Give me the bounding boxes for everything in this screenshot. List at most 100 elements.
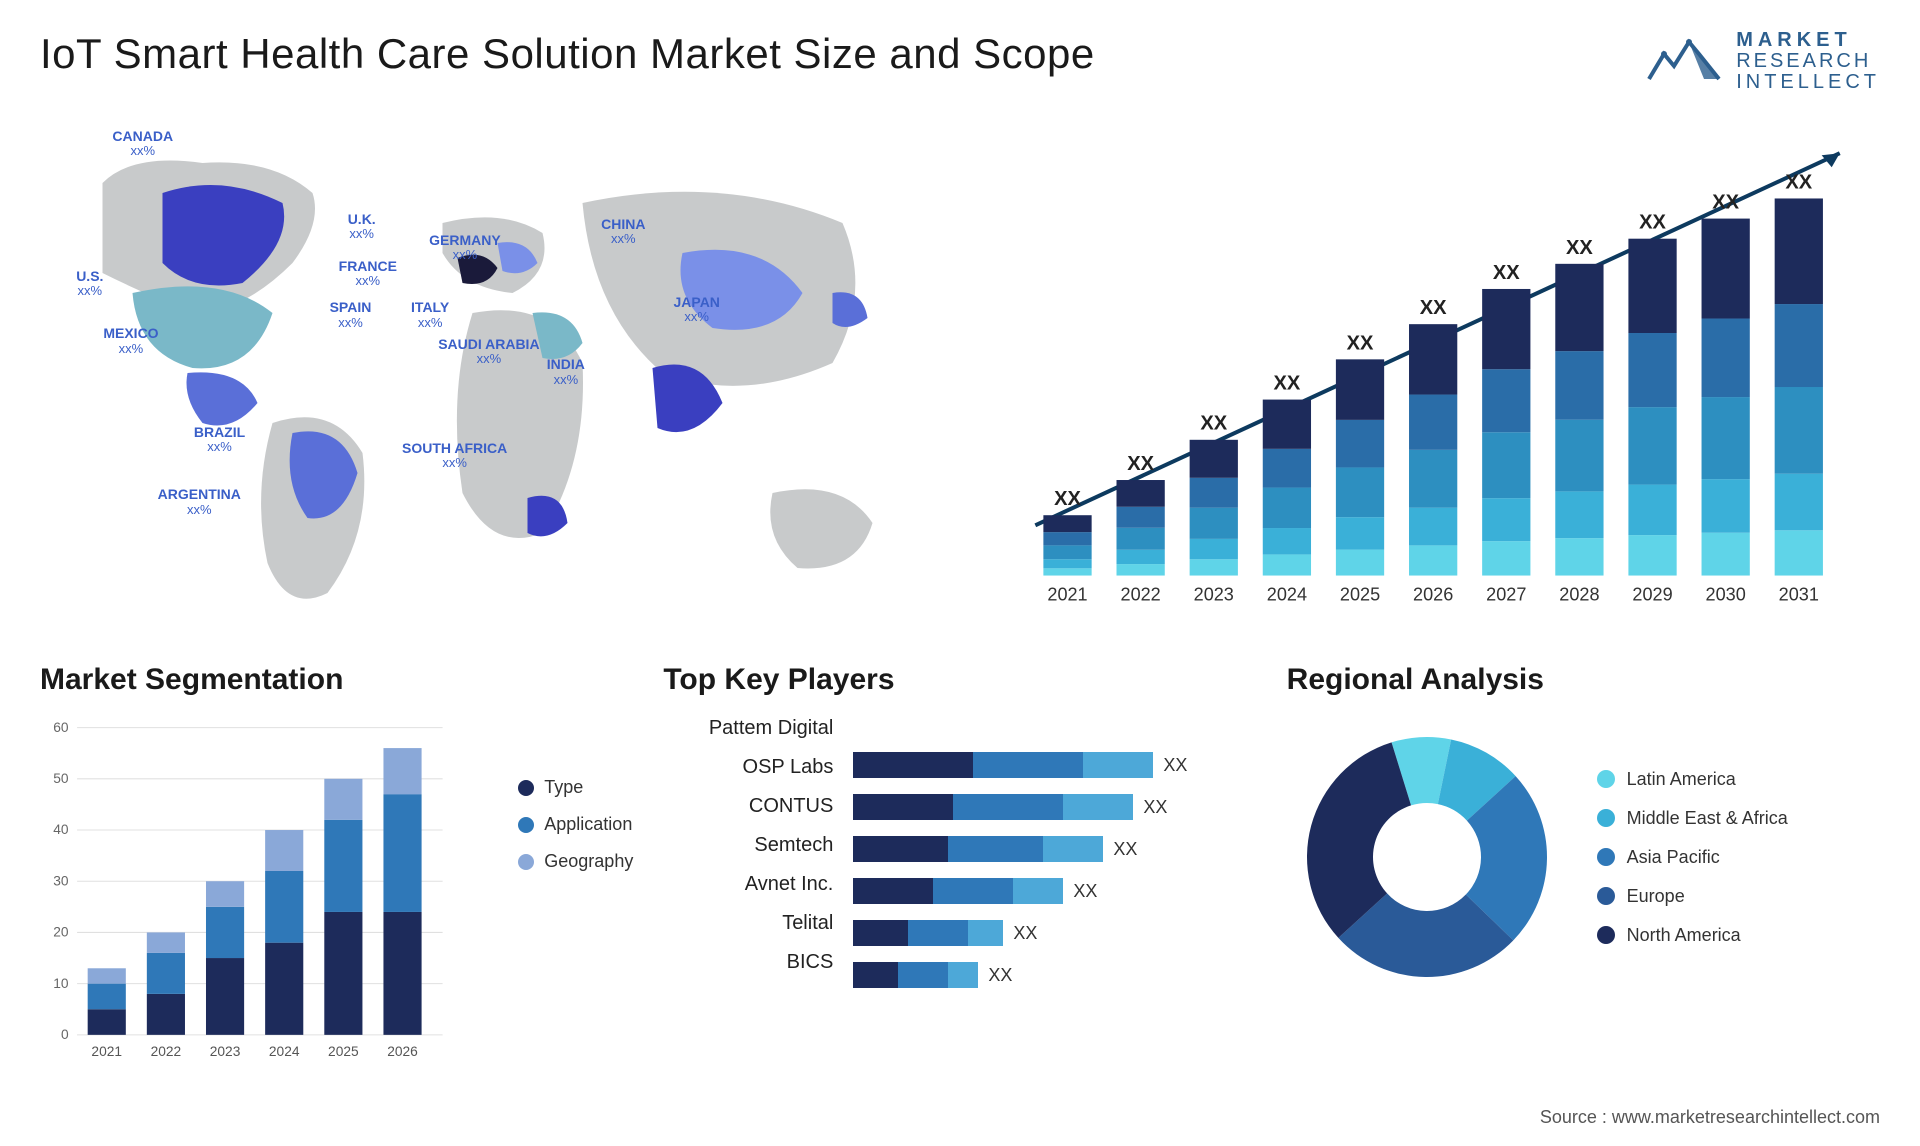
keyplayer-bar-seg (853, 962, 898, 988)
keyplayer-bar-seg (853, 752, 973, 778)
regional-chart: Latin AmericaMiddle East & AfricaAsia Pa… (1287, 717, 1880, 997)
keyplayers-bars: XXXXXXXXXXXX (853, 717, 1256, 988)
seg-bar (88, 1009, 126, 1035)
logo-line-3: INTELLECT (1736, 72, 1880, 93)
seg-bar (147, 932, 185, 952)
forecast-top-label: XX (1566, 237, 1593, 259)
keyplayer-name: Telital (663, 912, 833, 935)
map-label-saudiarabia: SAUDI ARABIAxx% (438, 337, 539, 367)
keyplayer-name: Pattem Digital (663, 717, 833, 740)
seg-legend-item: Application (518, 814, 633, 835)
logo-icon (1644, 34, 1724, 89)
world-map-svg (40, 113, 945, 633)
keyplayer-bar-row: XX (853, 878, 1256, 904)
donut-legend-item: North America (1597, 925, 1788, 946)
segmentation-chart: 0102030405060202120222023202420252026 Ty… (40, 717, 633, 1057)
svg-text:2021: 2021 (91, 1044, 122, 1059)
forecast-bar-seg (1043, 532, 1091, 545)
forecast-top-label: XX (1347, 332, 1374, 354)
keyplayer-bar-seg (853, 878, 933, 904)
keyplayer-bar-seg (853, 836, 948, 862)
map-label-italy: ITALYxx% (411, 300, 449, 330)
forecast-top-label: XX (1127, 453, 1154, 475)
map-label-mexico: MEXICOxx% (103, 326, 158, 356)
segmentation-panel: Market Segmentation 01020304050602021202… (40, 663, 633, 1093)
svg-text:30: 30 (53, 873, 69, 888)
forecast-bar-seg (1482, 541, 1530, 575)
forecast-bar-seg (1555, 538, 1603, 575)
keyplayer-bar-row: XX (853, 752, 1256, 778)
svg-text:2022: 2022 (151, 1044, 182, 1059)
forecast-top-label: XX (1785, 171, 1812, 193)
keyplayer-value: XX (1163, 755, 1187, 776)
map-label-germany: GERMANYxx% (429, 233, 501, 263)
forecast-bar-seg (1555, 264, 1603, 351)
seg-bar (206, 881, 244, 907)
forecast-bar-seg (1702, 479, 1750, 533)
seg-bar (324, 779, 362, 820)
keyplayer-bar-seg (968, 920, 1003, 946)
map-label-india: INDIAxx% (547, 357, 585, 387)
forecast-bar-seg (1190, 440, 1238, 478)
forecast-year-label: 2026 (1413, 585, 1453, 605)
svg-text:2023: 2023 (210, 1044, 241, 1059)
keyplayer-bar-seg (948, 962, 978, 988)
forecast-bar-svg: 2021XX2022XX2023XX2024XX2025XX2026XX2027… (975, 113, 1880, 636)
forecast-bar-seg (1775, 474, 1823, 531)
svg-text:50: 50 (53, 771, 69, 786)
forecast-year-label: 2022 (1121, 585, 1161, 605)
keyplayer-bar-seg (948, 836, 1043, 862)
forecast-bar-seg (1555, 420, 1603, 492)
keyplayer-bar-seg (1063, 794, 1133, 820)
forecast-bar-seg (1336, 550, 1384, 576)
logo-text: MARKET RESEARCH INTELLECT (1736, 30, 1880, 93)
forecast-bar-seg (1043, 568, 1091, 575)
forecast-bar-seg (1336, 467, 1384, 517)
brand-logo: MARKET RESEARCH INTELLECT (1644, 30, 1880, 93)
forecast-top-label: XX (1493, 262, 1520, 284)
seg-legend-item: Geography (518, 851, 633, 872)
forecast-year-label: 2021 (1047, 585, 1087, 605)
keyplayer-bar-seg (1043, 836, 1103, 862)
forecast-year-label: 2028 (1559, 585, 1599, 605)
seg-bar (383, 794, 421, 912)
keyplayers-panel: Top Key Players Pattem DigitalOSP LabsCO… (663, 663, 1256, 1093)
segmentation-legend: TypeApplicationGeography (518, 777, 633, 888)
forecast-bar-seg (1409, 545, 1457, 575)
world-map-panel: CANADAxx%U.S.xx%MEXICOxx%BRAZILxx%ARGENT… (40, 113, 945, 633)
forecast-bar-seg (1409, 324, 1457, 394)
forecast-bar-seg (1263, 400, 1311, 449)
svg-text:2024: 2024 (269, 1044, 300, 1059)
map-label-canada: CANADAxx% (112, 129, 173, 159)
keyplayer-bar-row: XX (853, 920, 1256, 946)
forecast-bar-seg (1409, 508, 1457, 546)
seg-bar (383, 748, 421, 794)
seg-bar (265, 830, 303, 871)
forecast-bar-seg (1775, 530, 1823, 575)
keyplayer-bar-row: XX (853, 962, 1256, 988)
forecast-bar-seg (1628, 407, 1676, 484)
seg-bar (88, 968, 126, 983)
svg-text:2026: 2026 (387, 1044, 418, 1059)
forecast-bar-seg (1702, 533, 1750, 576)
forecast-bar-seg (1482, 432, 1530, 498)
keyplayer-name: Avnet Inc. (663, 873, 833, 896)
keyplayer-name: OSP Labs (663, 756, 833, 779)
page-title: IoT Smart Health Care Solution Market Si… (40, 30, 1095, 78)
forecast-year-label: 2024 (1267, 585, 1307, 605)
forecast-year-label: 2027 (1486, 585, 1526, 605)
keyplayer-value: XX (988, 965, 1012, 986)
keyplayer-bar-seg (1013, 878, 1063, 904)
keyplayer-value: XX (1073, 881, 1097, 902)
logo-line-1: MARKET (1736, 30, 1880, 51)
donut-legend: Latin AmericaMiddle East & AfricaAsia Pa… (1597, 769, 1788, 946)
forecast-bar-seg (1190, 559, 1238, 575)
forecast-year-label: 2030 (1706, 585, 1746, 605)
forecast-bar-seg (1409, 450, 1457, 508)
forecast-bar-seg (1628, 535, 1676, 575)
forecast-bar-seg (1775, 198, 1823, 304)
svg-text:2025: 2025 (328, 1044, 359, 1059)
source-attribution: Source : www.marketresearchintellect.com (1540, 1107, 1880, 1128)
map-land (103, 161, 873, 599)
seg-bar (265, 943, 303, 1035)
